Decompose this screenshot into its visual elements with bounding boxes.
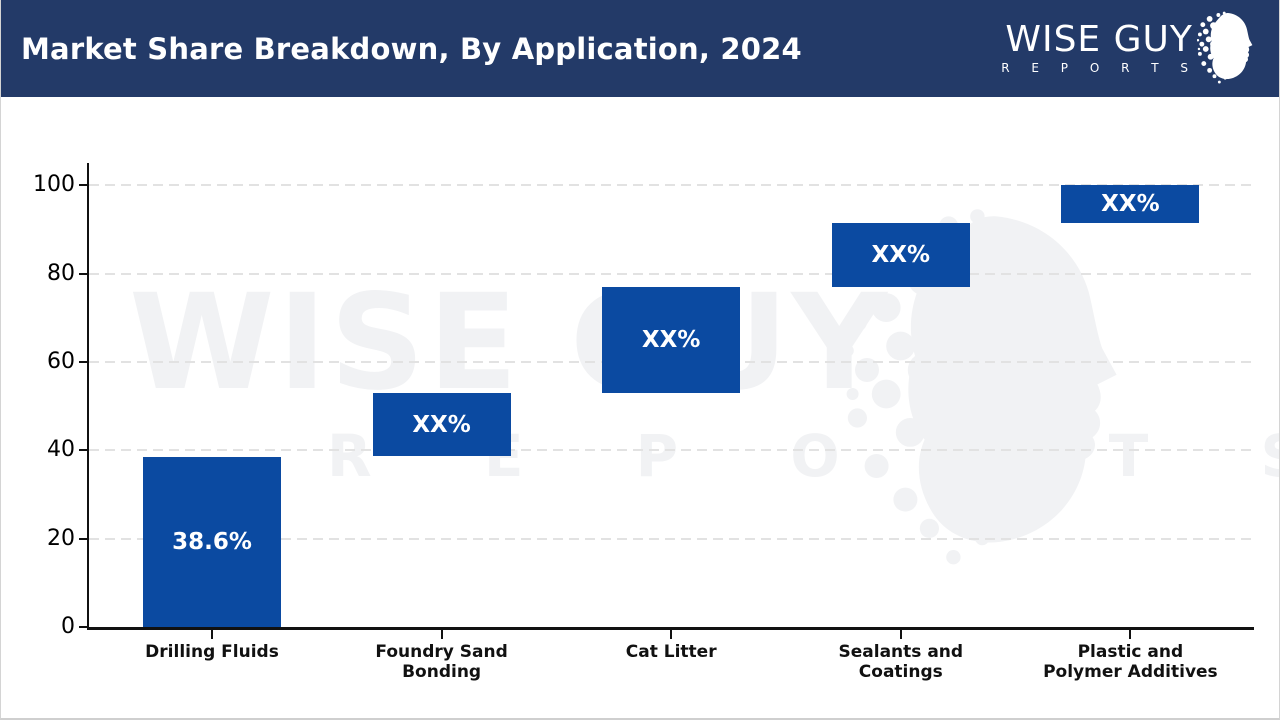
y-tick-100 [79,184,87,187]
y-tick-80 [79,272,87,275]
chart-title: Market Share Breakdown, By Application, … [21,31,802,66]
gridline-80 [89,272,1254,275]
bar-foundry-sand-bonding: XX% [372,392,511,457]
x-tick-drilling-fluids [211,630,213,639]
gridline-40 [89,449,1254,452]
x-category-label-plastic-and-polymer-additives: Plastic and Polymer Additives [1043,642,1218,682]
x-category-label-cat-litter: Cat Litter [625,642,717,662]
bar-value-label: XX% [641,326,701,353]
bar-value-label: XX% [871,242,931,269]
logo-face-icon [1197,10,1265,88]
y-tick-label-80: 80 [47,260,75,286]
wise-guy-logo: WISE GUY R E P O R T S [1001,10,1265,88]
y-tick-label-40: 40 [47,437,75,463]
bar-sealants-and-coatings: XX% [831,223,970,287]
bar-value-label: XX% [1101,191,1160,218]
y-tick-60 [79,360,87,363]
x-category-label-drilling-fluids: Drilling Fluids [145,642,279,662]
logo-text-wiseguy: WISE GUY [1005,19,1193,60]
header-bar: Market Share Breakdown, By Application, … [1,0,1279,97]
bar-drilling-fluids: 38.6% [143,456,281,627]
logo-text-reports: R E P O R T S [1001,61,1197,75]
bar-value-label: XX% [412,411,471,438]
bar-value-label: 38.6% [172,528,252,555]
y-axis-spine [87,163,89,630]
x-axis-spine [87,627,1254,630]
x-category-label-foundry-sand-bonding: Foundry Sand Bonding [375,642,508,682]
bar-cat-litter: XX% [602,286,741,393]
logo-wordmark: WISE GUY R E P O R T S [1001,19,1197,76]
y-tick-label-60: 60 [47,348,75,374]
gridline-100 [89,184,1254,187]
x-tick-cat-litter [670,630,673,639]
y-tick-label-100: 100 [33,172,75,198]
y-tick-label-20: 20 [47,525,75,551]
y-tick-20 [79,537,87,540]
bar-plastic-and-polymer-additives: XX% [1061,185,1200,224]
y-tick-label-0: 0 [61,614,75,639]
x-tick-sealants-and-coatings [899,630,902,639]
y-tick-0 [79,626,87,628]
x-tick-plastic-and-polymer-additives [1129,630,1132,639]
gridline-20 [89,537,1254,540]
x-category-label-sealants-and-coatings: Sealants and Coatings [838,642,964,682]
y-tick-40 [79,449,87,452]
x-tick-foundry-sand-bonding [440,630,443,639]
